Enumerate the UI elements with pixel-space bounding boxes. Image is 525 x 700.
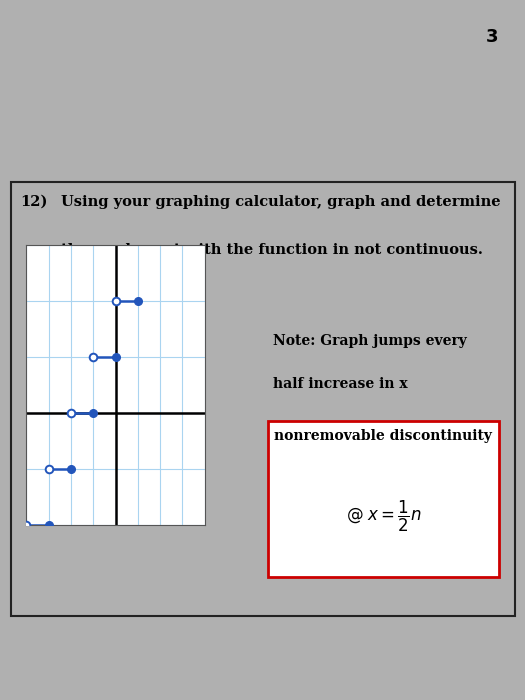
Text: 12): 12) — [20, 195, 48, 209]
Text: Using your graphing calculator, graph and determine: Using your graphing calculator, graph an… — [61, 195, 500, 209]
Text: $@ \; x = \dfrac{1}{2}n$: $@ \; x = \dfrac{1}{2}n$ — [346, 499, 421, 534]
Text: nonremovable discontinuity: nonremovable discontinuity — [275, 429, 492, 443]
Text: $f(x) = \lfloor\!\lfloor 2x+1 \rfloor\!\rfloor$: $f(x) = \lfloor\!\lfloor 2x+1 \rfloor\!\… — [26, 290, 138, 309]
Text: Note: Graph jumps every: Note: Graph jumps every — [272, 334, 466, 348]
Text: half increase in x: half increase in x — [272, 377, 407, 391]
Text: 3: 3 — [486, 28, 499, 46]
Bar — [268, 421, 499, 577]
Text: the x-values at with the function in not continuous.: the x-values at with the function in not… — [61, 243, 483, 257]
